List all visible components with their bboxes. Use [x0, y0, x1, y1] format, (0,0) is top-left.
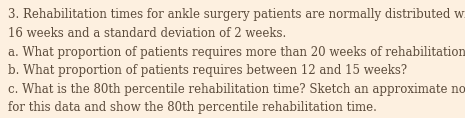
Text: 16 weeks and a standard deviation of 2 weeks.: 16 weeks and a standard deviation of 2 w…: [8, 27, 286, 40]
Text: for this data and show the 80th percentile rehabilitation time.: for this data and show the 80th percenti…: [8, 101, 377, 114]
Text: c. What is the 80th percentile rehabilitation time? Sketch an approximate normal: c. What is the 80th percentile rehabilit…: [8, 83, 465, 96]
Text: 3. Rehabilitation times for ankle surgery patients are normally distributed with: 3. Rehabilitation times for ankle surger…: [8, 8, 465, 21]
Text: b. What proportion of patients requires between 12 and 15 weeks?: b. What proportion of patients requires …: [8, 64, 407, 77]
Text: a. What proportion of patients requires more than 20 weeks of rehabilitation?: a. What proportion of patients requires …: [8, 46, 465, 59]
